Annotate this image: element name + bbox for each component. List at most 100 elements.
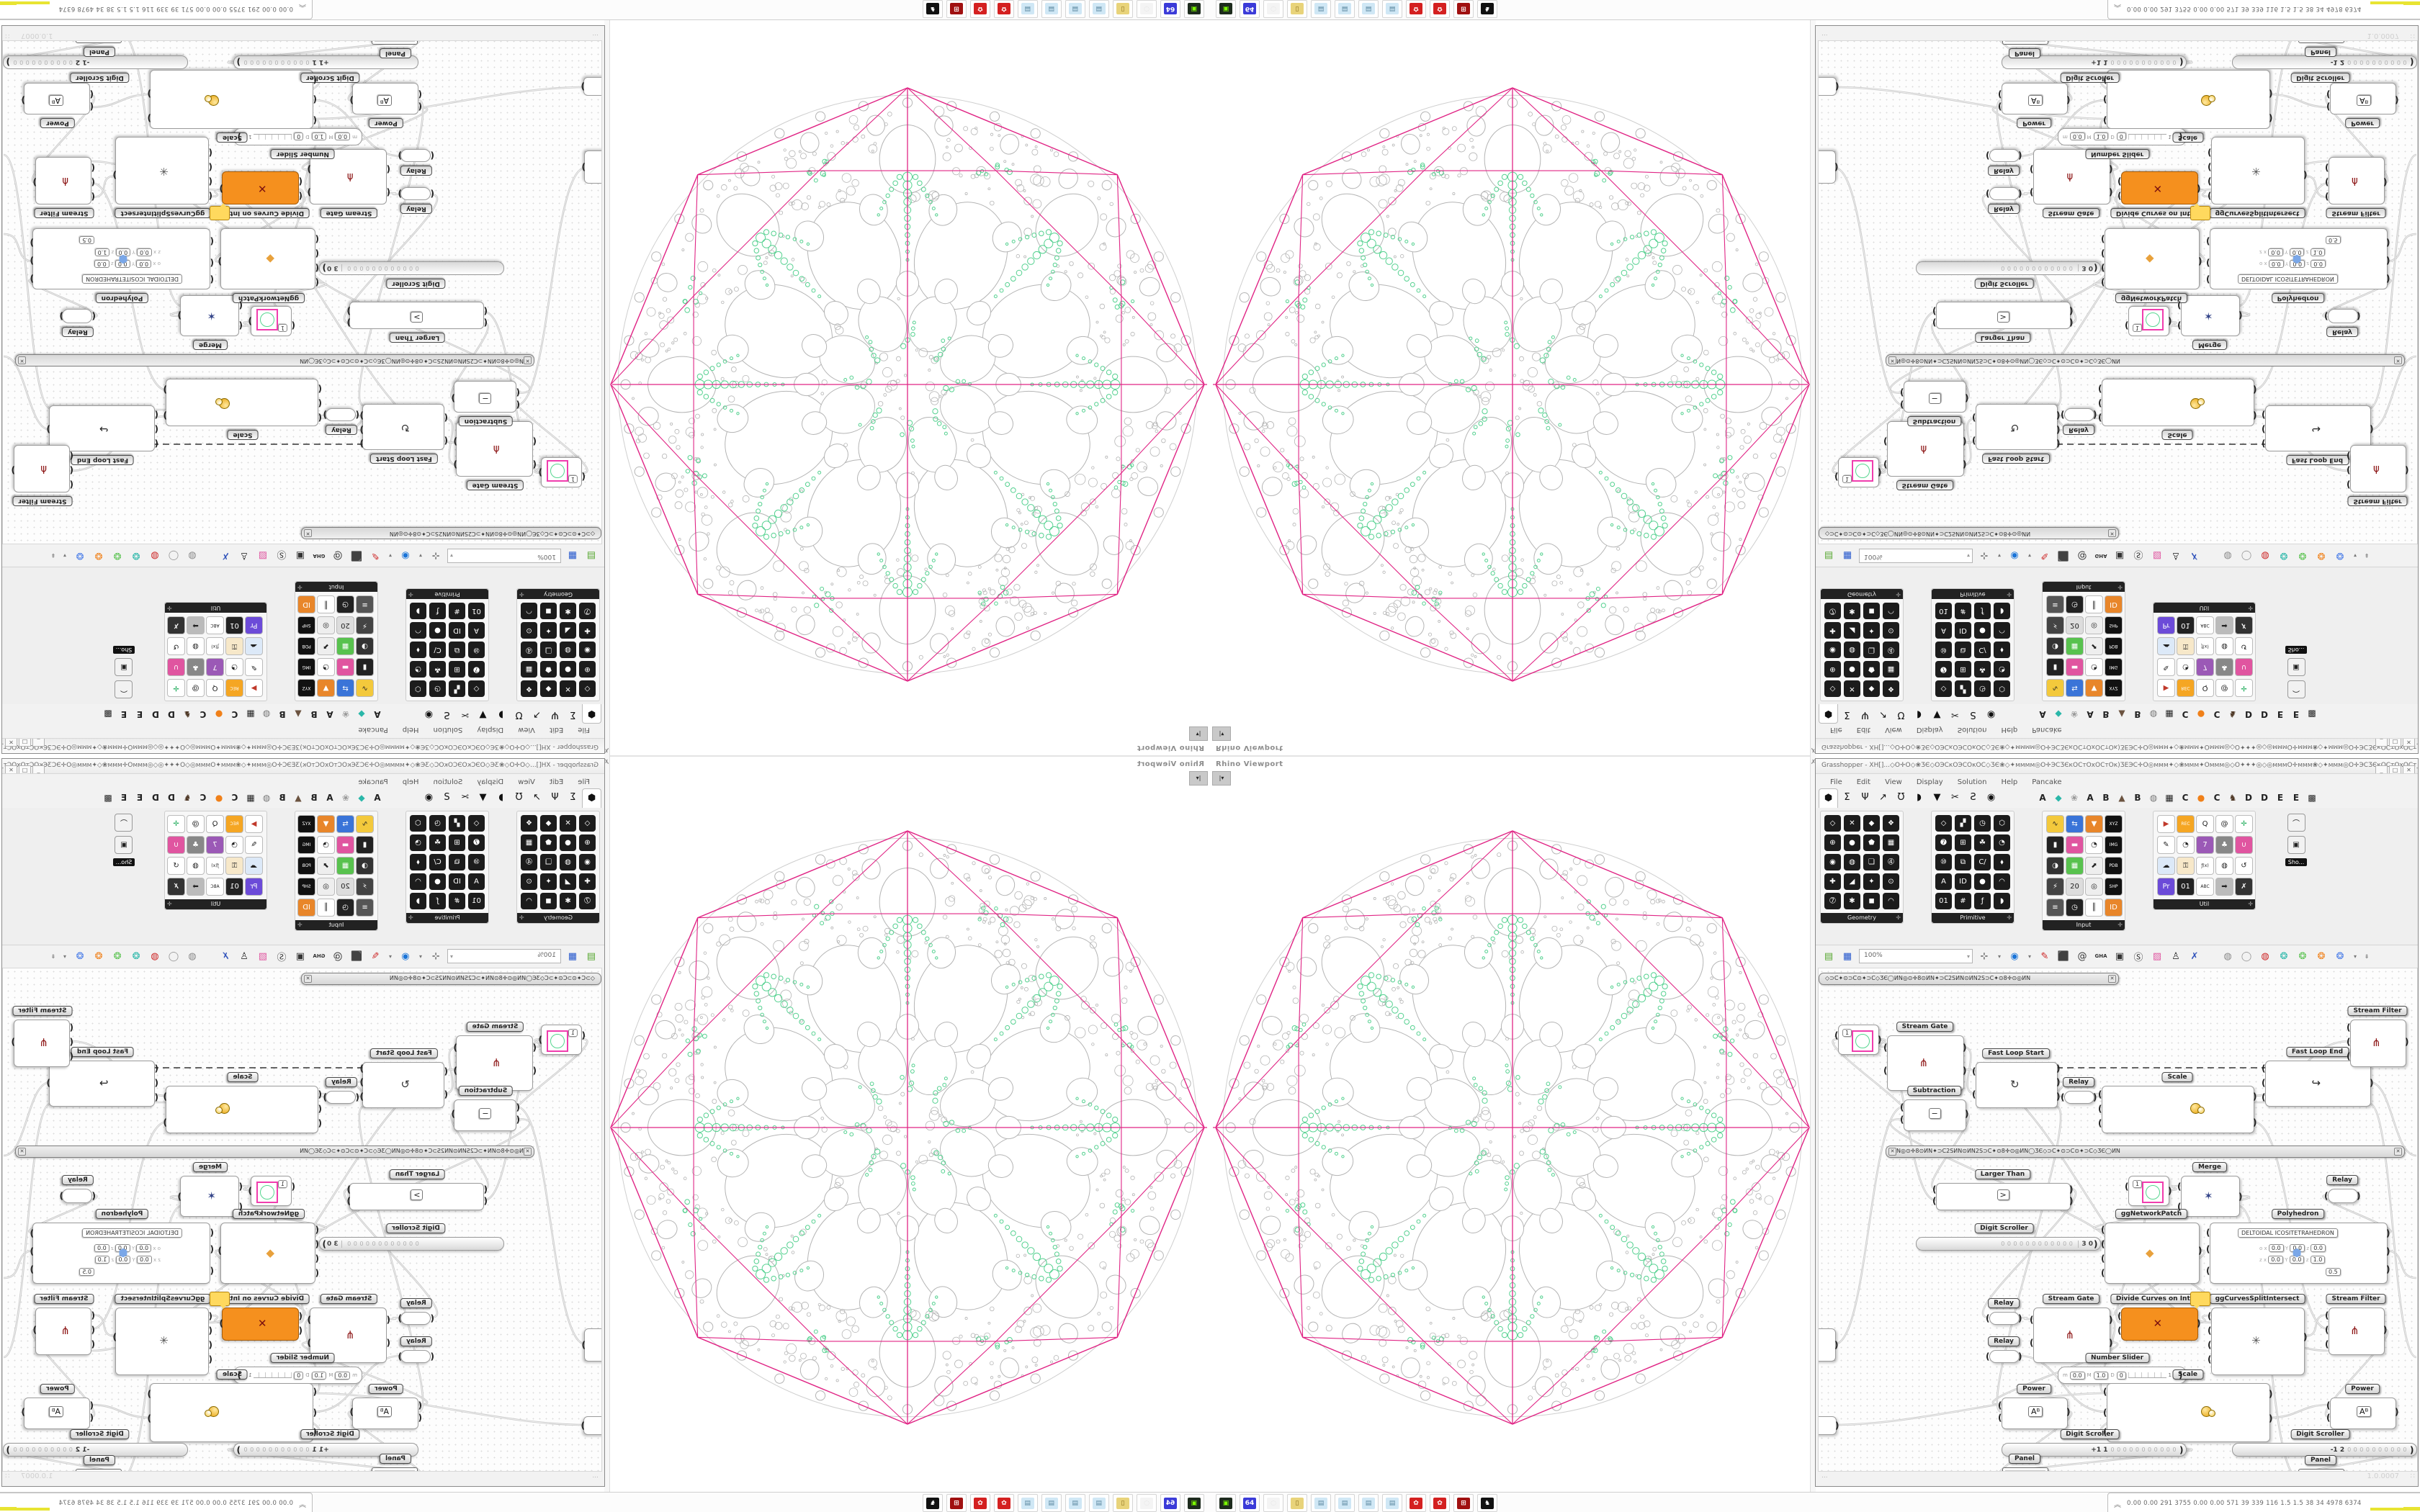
node-label[interactable]: Power <box>40 1384 75 1394</box>
taskbar-icon[interactable]: ▤ <box>1065 0 1085 18</box>
node-label[interactable]: Stream Filter <box>2347 496 2408 506</box>
taskbar-icon[interactable]: ▤ <box>1311 0 1331 18</box>
input-port[interactable]: ( <box>2101 248 2105 258</box>
clipped-node[interactable] <box>1818 77 1837 96</box>
relay-node[interactable] <box>2328 309 2358 323</box>
toolbar-icon[interactable]: ⇟ <box>2364 552 2370 559</box>
number-slider-node[interactable]: m 0.0 M 1.0 D 0 1 <box>2058 1367 2187 1384</box>
palette-icon[interactable]: C/ <box>1974 642 1991 658</box>
input-port[interactable]: ( <box>208 162 212 172</box>
palette-icon[interactable]: ║ <box>2085 899 2103 917</box>
viewport-dock-button[interactable]: |▾ <box>1189 771 1208 786</box>
input-port[interactable]: ( <box>91 1310 95 1320</box>
input-port[interactable]: ( <box>2208 1354 2212 1364</box>
digit-scroller-node[interactable]: 000000000000 3 0 <box>1916 261 2101 275</box>
palette-icon[interactable]: ◠ <box>1994 873 2010 890</box>
node-label[interactable]: ggNetworkPatch <box>232 1209 305 1219</box>
component-node-merge[interactable] <box>2181 1176 2240 1217</box>
grasshopper-titlebar[interactable]: Grasshopper - XH[]...◇O✛O◇❀ӠЄ◇OЭСкOЭСOкO… <box>1816 759 2418 774</box>
output-port[interactable]: ) <box>453 1066 457 1076</box>
plugin-tab-9[interactable]: C <box>2182 709 2189 719</box>
tab-params[interactable]: ⬢ <box>582 788 601 808</box>
node-canvas[interactable]: ◇⊃C✦⊙⊃C⊙✦⊃C◇ӠЄ◯ИN◎⊙✛8⊙ИN✦⊃C2SИN⊙ИN2S⊃C✦⊙… <box>2 968 602 1472</box>
plugin-tab-13[interactable]: D <box>2245 709 2252 719</box>
viewport-dock-button[interactable]: |▾ <box>1212 771 1231 786</box>
palette-icon[interactable]: ▞ <box>449 815 465 832</box>
output-port[interactable]: ) <box>2395 95 2399 105</box>
node-label[interactable]: Relay <box>62 1175 94 1185</box>
palette-icon[interactable]: # <box>1955 603 1971 619</box>
relay-node[interactable] <box>326 1091 356 1104</box>
palette-icon[interactable]: ❖ <box>1883 815 1899 832</box>
node-label[interactable]: Relay <box>1988 1298 2020 1308</box>
close-button[interactable]: ✕ <box>5 738 17 747</box>
output-port[interactable]: ) <box>2405 465 2409 475</box>
toolbar-icon[interactable]: ◍ <box>188 550 197 562</box>
node-label[interactable]: Power <box>2345 1384 2380 1394</box>
palette-icon[interactable]: ▼ <box>317 679 335 697</box>
palette-icon[interactable]: ✕ <box>1844 815 1860 832</box>
tab-params[interactable]: ⬢ <box>1819 788 1838 808</box>
input-port[interactable]: ( <box>2098 1104 2102 1114</box>
param-node[interactable]: 1 <box>1838 457 1879 487</box>
input-port[interactable]: ( <box>516 400 520 410</box>
palette-icon[interactable]: ➆ <box>579 893 596 909</box>
taskbar-icon[interactable]: ▤ <box>1018 1494 1038 1512</box>
output-port[interactable]: ) <box>218 256 222 266</box>
palette-icon[interactable]: ◍ <box>2215 637 2233 655</box>
plugin-tab-4[interactable]: B <box>2102 793 2110 803</box>
input-port[interactable]: ( <box>2325 192 2329 202</box>
relay-node[interactable] <box>2064 408 2094 421</box>
input-port[interactable]: ( <box>532 1043 537 1053</box>
palette-icon[interactable]: ∪ <box>167 658 185 676</box>
param-node[interactable]: 1 <box>1838 1025 1879 1055</box>
input-port[interactable]: ( <box>483 1196 488 1206</box>
clipped-node[interactable] <box>1818 150 1836 184</box>
palette-icon[interactable]: ● <box>560 834 576 851</box>
menu-edit[interactable]: Edit <box>549 726 564 734</box>
palette-icon[interactable]: ⬟ <box>1863 661 1880 678</box>
palette-icon[interactable]: ✗ <box>167 878 185 896</box>
palette-icon[interactable]: Pr <box>2157 878 2175 896</box>
output-port[interactable]: ) <box>307 1338 311 1348</box>
toolbar-icon[interactable]: ◍ <box>2261 950 2269 962</box>
taskbar-icon[interactable]: ✿ <box>994 0 1014 18</box>
tab-sets[interactable]: Ψ <box>551 792 559 803</box>
input-port[interactable]: ( <box>208 176 212 186</box>
input-port[interactable]: ( <box>91 1325 95 1335</box>
input-port[interactable]: ( <box>2208 176 2212 186</box>
palette-icon[interactable]: SHP <box>2105 616 2123 634</box>
palette-icon[interactable]: ▦ <box>521 834 537 851</box>
palette-icon[interactable]: C/ <box>429 854 446 870</box>
toolbar-icon[interactable]: ✎ <box>2040 550 2049 562</box>
toolbar-icon[interactable]: ♙ <box>240 950 248 962</box>
palette-icon[interactable]: ✛ <box>2235 815 2253 833</box>
relay-node[interactable] <box>400 1312 431 1325</box>
input-port[interactable]: ( <box>238 320 243 330</box>
output-port[interactable]: ) <box>2056 425 2061 435</box>
input-port[interactable]: ( <box>2101 1239 2105 1249</box>
input-port[interactable]: ( <box>444 436 448 446</box>
node-label[interactable]: Digit Scroller <box>2060 1429 2120 1439</box>
plugin-tab-13[interactable]: D <box>2245 793 2252 803</box>
palette-icon[interactable]: ◷ <box>1974 680 1991 697</box>
palette-icon[interactable]: ✛ <box>167 815 185 833</box>
relay-node[interactable] <box>400 187 431 200</box>
node-label[interactable]: Larger Than <box>389 333 446 343</box>
clipped-node[interactable] <box>1819 1328 1836 1362</box>
input-port[interactable]: ( <box>208 191 212 201</box>
palette-icon[interactable]: ⬟ <box>1863 834 1880 851</box>
node-label[interactable]: ggCurvesSplitIntersect <box>2209 1294 2305 1304</box>
palette-icon[interactable]: ● <box>1974 873 1991 890</box>
palette-icon[interactable]: ⌒ <box>115 814 133 832</box>
palette-icon[interactable]: ◢ <box>560 873 576 890</box>
taskbar-icon[interactable]: 64 <box>1160 1494 1180 1512</box>
input-port[interactable]: ( <box>2103 1408 2107 1418</box>
palette-icon[interactable]: ⬈ <box>317 857 335 875</box>
palette-icon[interactable]: ⑩ <box>1935 642 1952 658</box>
palette-icon[interactable]: ▬ <box>336 836 354 854</box>
menu-help[interactable]: Help <box>2001 726 2018 734</box>
node-label[interactable]: Panel <box>379 48 412 58</box>
output-port[interactable]: ) <box>2386 274 2390 284</box>
toolbar-icon[interactable]: ▾ <box>1997 552 2001 559</box>
